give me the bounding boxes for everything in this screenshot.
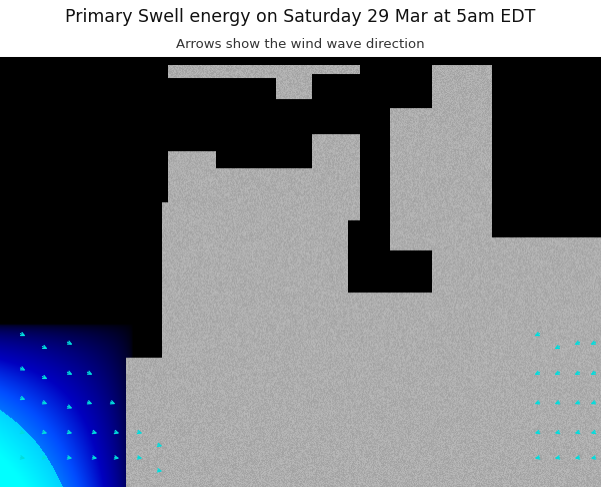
Text: Arrows show the wind wave direction: Arrows show the wind wave direction bbox=[176, 38, 425, 51]
Text: Primary Swell energy on Saturday 29 Mar at 5am EDT: Primary Swell energy on Saturday 29 Mar … bbox=[66, 8, 535, 26]
